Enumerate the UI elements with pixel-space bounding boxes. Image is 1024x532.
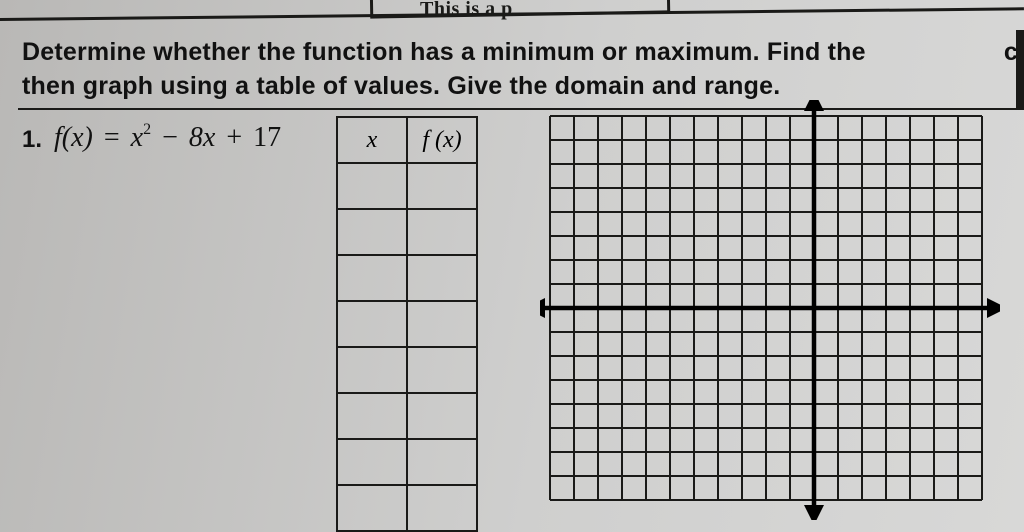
table-cell-x bbox=[337, 393, 407, 439]
table-cell-fx bbox=[407, 255, 477, 301]
table-cell-fx bbox=[407, 485, 477, 531]
table-header-fx: f (x) bbox=[407, 117, 477, 163]
table-row bbox=[337, 163, 477, 209]
table-row bbox=[337, 301, 477, 347]
table-header-row: x f (x) bbox=[337, 117, 477, 163]
instructions-line-1: Determine whether the function has a min… bbox=[22, 38, 866, 66]
table-row bbox=[337, 347, 477, 393]
table-cell-x bbox=[337, 163, 407, 209]
table-row bbox=[337, 485, 477, 531]
grid-svg bbox=[540, 100, 1000, 520]
table-cell-x bbox=[337, 485, 407, 531]
cutoff-text-fragment: This is a p bbox=[420, 0, 513, 21]
table-cell-fx bbox=[407, 209, 477, 255]
table-row bbox=[337, 209, 477, 255]
table-cell-x bbox=[337, 209, 407, 255]
table-cell-fx bbox=[407, 163, 477, 209]
problem-number: 1. bbox=[22, 126, 42, 154]
table-cell-x bbox=[337, 301, 407, 347]
table-cell-fx bbox=[407, 393, 477, 439]
table-row bbox=[337, 255, 477, 301]
table-cell-x bbox=[337, 439, 407, 485]
table-cell-fx bbox=[407, 439, 477, 485]
values-table: x f (x) bbox=[336, 116, 478, 532]
table-cell-fx bbox=[407, 301, 477, 347]
instructions-text: Determine whether the function has a min… bbox=[22, 36, 1014, 104]
instructions-line-2: then graph using a table of values. Give… bbox=[22, 72, 780, 100]
table-cell-x bbox=[337, 255, 407, 301]
grid-lines bbox=[540, 100, 1000, 520]
coordinate-grid bbox=[540, 100, 1000, 520]
table-row bbox=[337, 439, 477, 485]
table-cell-x bbox=[337, 347, 407, 393]
table-cell-fx bbox=[407, 347, 477, 393]
right-page-edge bbox=[1016, 30, 1024, 110]
function-formula: f(x) = x2 − 8x + 17 bbox=[54, 122, 281, 154]
table-header-x: x bbox=[337, 117, 407, 163]
table-row bbox=[337, 393, 477, 439]
worksheet-paper: This is a p Determine whether the functi… bbox=[0, 0, 1024, 532]
